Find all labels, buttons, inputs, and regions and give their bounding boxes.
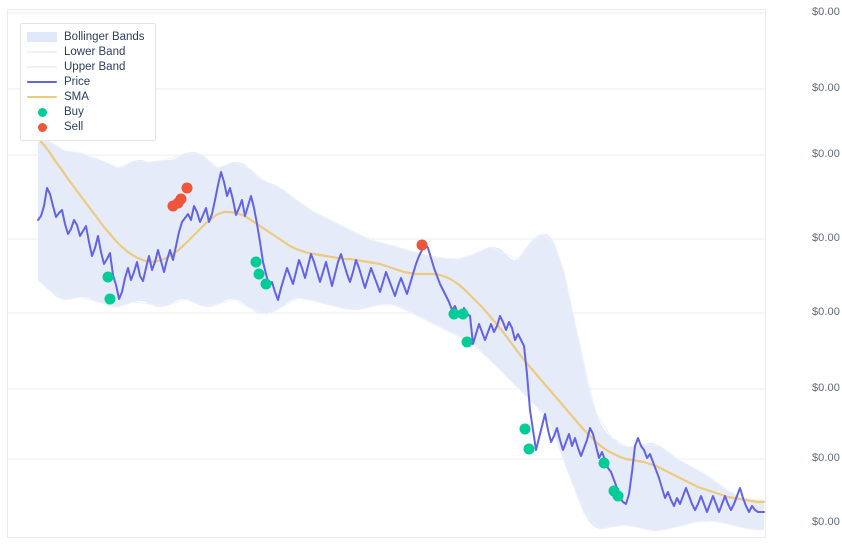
lower-band-line: [37, 279, 764, 531]
buy-marker: [519, 423, 531, 435]
band-fill-swatch-icon: [27, 30, 57, 44]
sell-marker: [416, 239, 428, 251]
y-tick-label: $0.00: [811, 452, 840, 464]
y-axis: $0.00 $0.00 $0.00 $0.00 $0.00 $0.00 $0.0…: [766, 0, 842, 551]
legend-label-price: Price: [64, 75, 91, 88]
legend-item-sell[interactable]: Sell: [27, 119, 145, 134]
buy-marker: [448, 308, 460, 320]
legend-item-sma[interactable]: SMA: [27, 89, 145, 104]
y-tick-label: $0.00: [811, 148, 840, 160]
buy-marker: [598, 457, 610, 469]
line-swatch-icon: [27, 90, 57, 104]
legend-item-buy[interactable]: Buy: [27, 104, 145, 119]
buy-marker: [253, 268, 265, 280]
chart-canvas: [8, 12, 767, 531]
legend-item-lower-band[interactable]: Lower Band: [27, 44, 145, 59]
upper-band-line: [37, 140, 764, 501]
line-swatch-icon: [27, 60, 57, 74]
buy-marker: [102, 271, 114, 283]
buy-marker: [250, 256, 262, 268]
y-tick-label: $0.00: [811, 306, 840, 318]
buy-marker: [612, 490, 624, 502]
buy-marker: [523, 443, 535, 455]
legend-label-bollinger-bands: Bollinger Bands: [64, 30, 145, 43]
sma-line: [36, 136, 766, 504]
y-tick-label: $0.00: [811, 232, 840, 244]
legend-item-price[interactable]: Price: [27, 74, 145, 89]
legend-label-sell: Sell: [64, 120, 84, 133]
legend-item-upper-band[interactable]: Upper Band: [27, 59, 145, 74]
buy-marker: [260, 278, 272, 290]
buy-marker: [104, 293, 116, 305]
legend-label-buy: Buy: [64, 105, 84, 118]
plot-area[interactable]: Bollinger Bands Lower Band Upper Band Pr…: [7, 9, 767, 538]
line-swatch-icon: [27, 75, 57, 89]
dot-swatch-icon: [27, 120, 57, 134]
sell-signal-markers[interactable]: [167, 182, 428, 251]
y-tick-label: $0.00: [811, 82, 840, 94]
y-tick-label: $0.00: [811, 382, 840, 394]
buy-marker: [461, 336, 473, 348]
buy-marker: [457, 308, 469, 320]
price-line: [37, 171, 765, 513]
sell-marker: [175, 193, 187, 205]
y-tick-label: $0.00: [811, 6, 840, 18]
y-tick-label: $0.00: [811, 516, 840, 528]
sell-marker: [181, 182, 193, 194]
legend-label-upper-band: Upper Band: [64, 60, 126, 73]
legend-label-sma: SMA: [64, 90, 89, 103]
dot-swatch-icon: [27, 105, 57, 119]
bollinger-band-fill: [38, 140, 764, 531]
legend-item-bollinger-bands[interactable]: Bollinger Bands: [27, 29, 145, 44]
buy-signal-markers[interactable]: [102, 256, 624, 502]
legend-label-lower-band: Lower Band: [64, 45, 126, 58]
line-swatch-icon: [27, 45, 57, 59]
chart-legend[interactable]: Bollinger Bands Lower Band Upper Band Pr…: [20, 23, 156, 141]
